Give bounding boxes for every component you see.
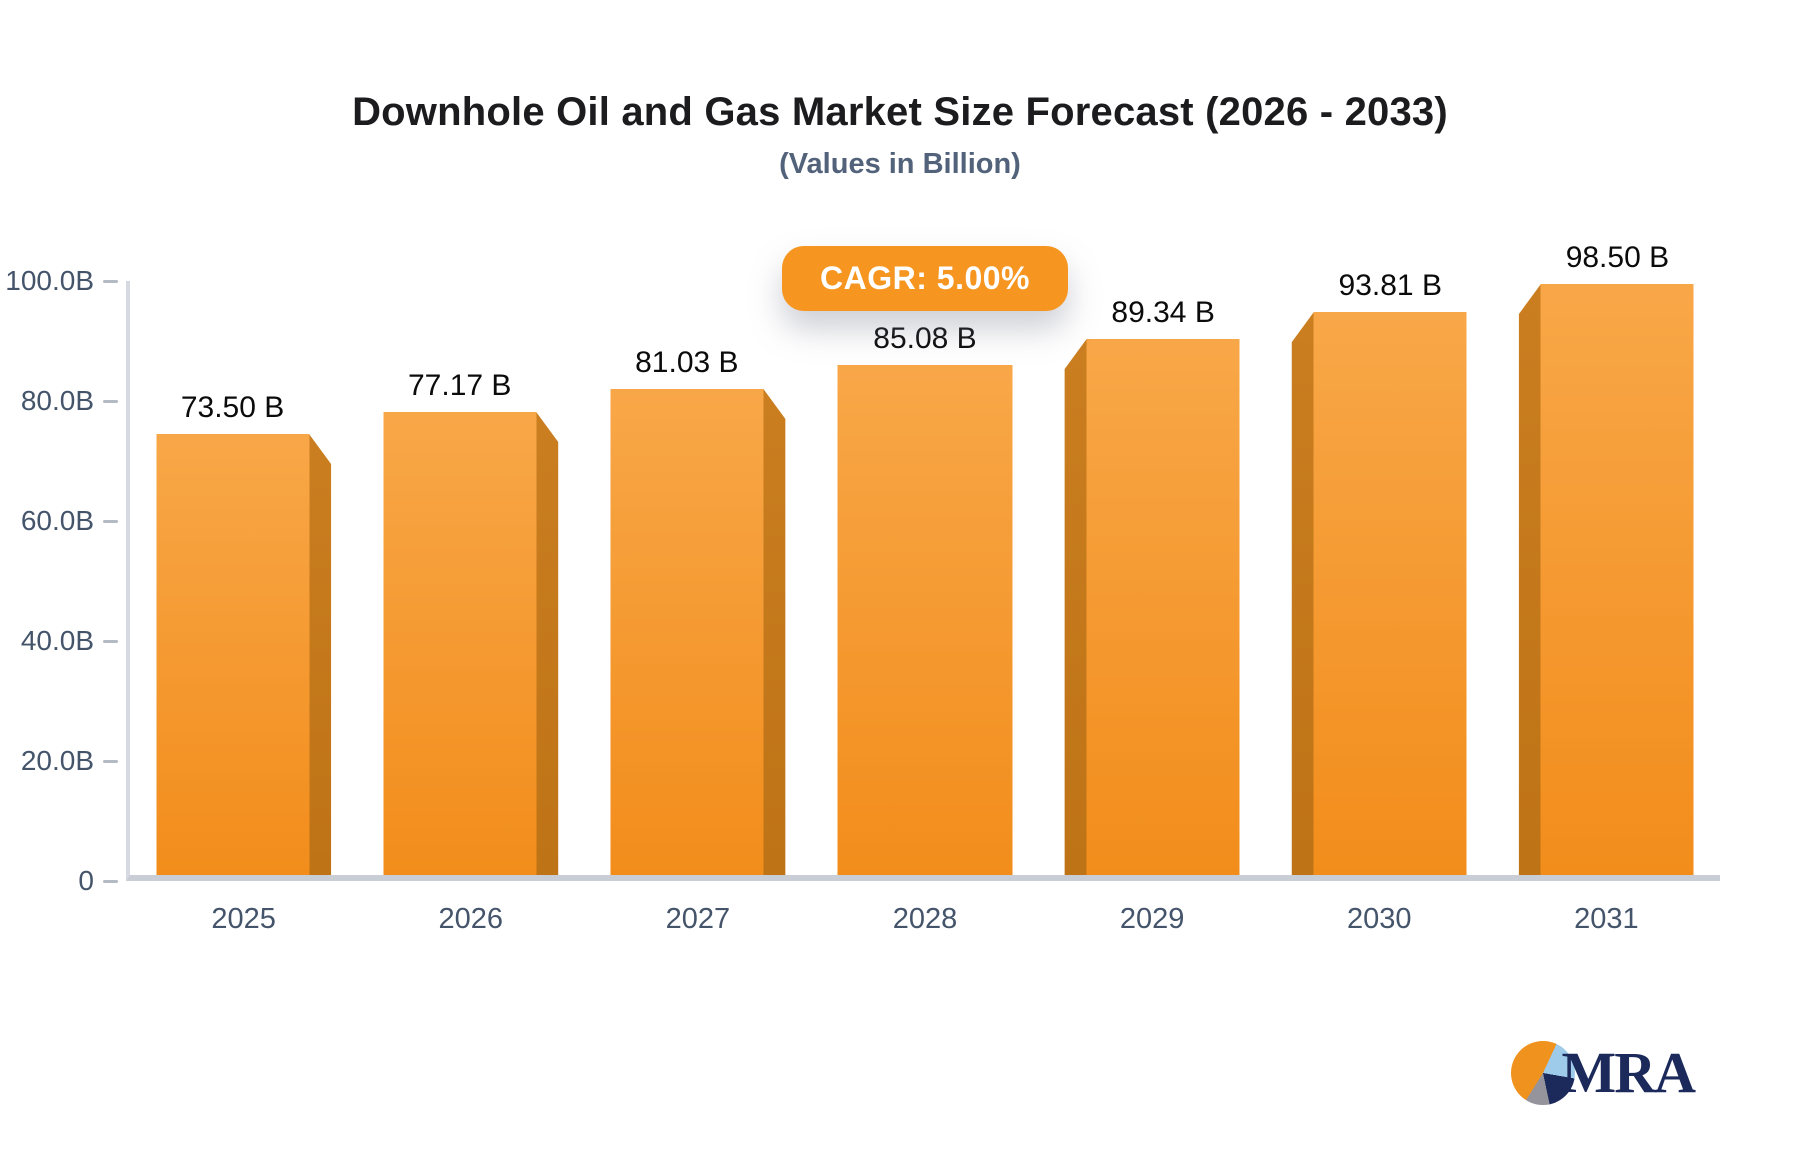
y-tick-label: 80.0B: [20, 385, 94, 416]
bar-face: [1540, 284, 1694, 875]
bar-slot: 77.17 B: [357, 281, 584, 875]
y-tick-mark: [103, 640, 118, 643]
bar-slot: 73.50 B: [130, 281, 357, 875]
bar-2025: 73.50 B: [156, 391, 332, 875]
y-tick-mark: [103, 280, 118, 283]
x-tick-label: 2025: [211, 903, 276, 935]
bar-face: [156, 434, 310, 875]
pie-chart-icon: [1511, 1040, 1576, 1105]
y-tick-mark: [103, 760, 118, 763]
bar-face: [610, 388, 764, 875]
bar-face: [1086, 338, 1240, 875]
bar-slot: 93.81 B: [1266, 269, 1493, 875]
bar-value-label: 85.08 B: [873, 321, 977, 355]
bar-slots: 73.50 B 77.17 B 81.03 B 85.08 B 89.34 B 93.81…: [130, 241, 1720, 875]
y-tick-label: 60.0B: [20, 505, 94, 536]
logo-text: MRA: [1561, 1040, 1696, 1105]
chart-subtitle: (Values in Billion): [779, 148, 1021, 180]
x-tick-label: 2026: [438, 903, 503, 935]
bar-bevel: [1064, 338, 1087, 875]
x-axis: 2025 2026 2027 2028 2029 2030 2031: [130, 903, 1720, 936]
cagr-badge: CAGR: 5.00%: [782, 246, 1068, 311]
y-tick-mark: [103, 880, 118, 883]
bar-slot: 81.03 B: [584, 281, 811, 875]
bar-2028: 85.08 B: [837, 322, 1013, 875]
cagr-badge-label: CAGR: 5.00%: [820, 260, 1030, 296]
bar-2026: 77.17 B: [383, 369, 559, 875]
bar-face: [1313, 312, 1467, 875]
logo: MRA: [1511, 1039, 1696, 1106]
x-tick-label: 2028: [892, 903, 958, 935]
bar-bevel: [763, 388, 786, 875]
plot-area: 73.50 B 77.17 B 81.03 B 85.08 B 89.34 B 93.81…: [126, 241, 1720, 881]
bar-bevel: [1291, 312, 1314, 875]
bar-2029: 89.34 B: [1064, 296, 1240, 875]
y-tick-label: 100.0B: [5, 265, 94, 296]
x-tick-label: 2029: [1119, 903, 1185, 935]
bar-value-label: 89.34 B: [1111, 295, 1215, 329]
bar-2031: 98.50 B: [1518, 241, 1694, 875]
bar-value-label: 93.81 B: [1338, 269, 1442, 303]
bar-face: [837, 364, 1013, 875]
bar-slot: 85.08 B: [811, 281, 1038, 875]
chart-title: Downhole Oil and Gas Market Size Forecas…: [352, 90, 1448, 134]
bar-bevel: [1518, 284, 1541, 875]
bar-chart: 0 20.0B 40.0B 60.0B 80.0B 100.0B 73.50 B 77.17…: [0, 241, 1800, 936]
bar-2030: 93.81 B: [1291, 269, 1467, 875]
y-tick-label: 20.0B: [20, 745, 94, 776]
bar-slot: 98.50 B: [1493, 241, 1720, 875]
bar-bevel: [309, 434, 332, 875]
chart-row: 0 20.0B 40.0B 60.0B 80.0B 100.0B 73.50 B 77.17…: [0, 241, 1800, 896]
bar-2027: 81.03 B: [610, 346, 786, 875]
bar-slot: 89.34 B: [1039, 281, 1266, 875]
bar-face: [383, 411, 537, 875]
bar-bevel: [536, 411, 559, 875]
bar-value-label: 77.17 B: [407, 368, 512, 402]
y-tick-label: 0: [78, 865, 94, 896]
x-tick-label: 2031: [1574, 903, 1639, 935]
x-tick-label: 2027: [665, 903, 731, 935]
bar-value-label: 73.50 B: [180, 391, 285, 424]
bar-value-label: 98.50 B: [1565, 241, 1670, 274]
page: Downhole Oil and Gas Market Size Forecas…: [0, 0, 1800, 1105]
x-tick-label: 2030: [1347, 903, 1412, 935]
y-tick-label: 40.0B: [20, 625, 94, 656]
y-tick-mark: [103, 520, 118, 523]
bar-value-label: 81.03 B: [635, 345, 739, 379]
chart-header: Downhole Oil and Gas Market Size Forecas…: [0, 0, 1800, 181]
y-axis: 0 20.0B 40.0B 60.0B 80.0B 100.0B: [0, 265, 126, 896]
y-tick-mark: [103, 400, 118, 403]
